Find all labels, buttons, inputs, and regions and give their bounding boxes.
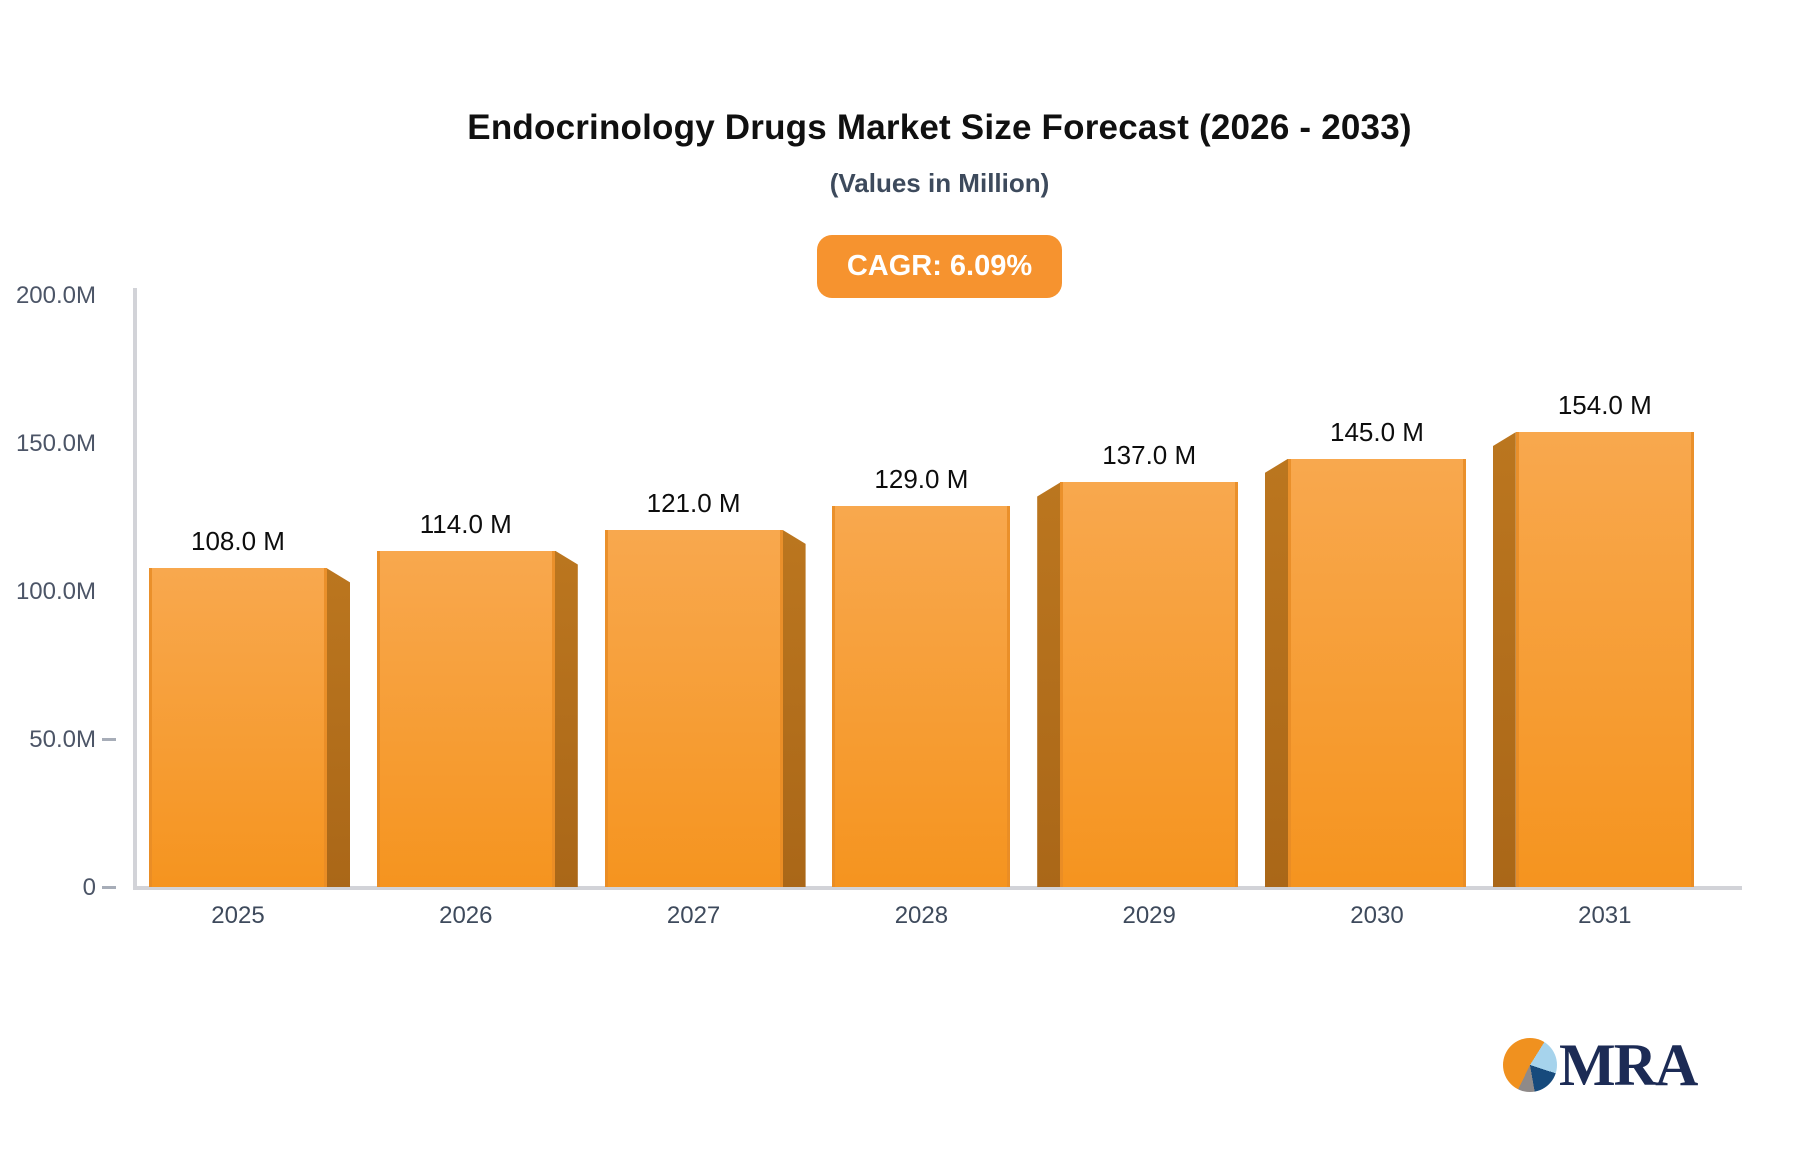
y-axis-tick: [102, 886, 116, 889]
bar-value-label: 121.0 M: [646, 487, 741, 518]
chart-subtitle: (Values in Million): [829, 168, 1050, 198]
x-axis-label: 2026: [439, 902, 493, 929]
bar-value-label: 114.0 M: [419, 508, 512, 539]
x-axis-label: 2031: [1578, 902, 1632, 929]
bar-3d-side: [1265, 458, 1288, 887]
bar-value-label: 154.0 M: [1557, 390, 1652, 421]
y-axis-line: [133, 288, 137, 888]
y-axis-label: 0: [82, 874, 96, 901]
bar-2030[interactable]: [1288, 458, 1466, 887]
x-axis-label: 2030: [1350, 902, 1404, 929]
bar-2025[interactable]: [149, 568, 327, 887]
bar-3d-side: [1492, 432, 1516, 887]
bar-value-label: 108.0 M: [191, 526, 285, 557]
x-axis-label: 2027: [666, 902, 721, 929]
bar-value-label: 137.0 M: [1102, 440, 1197, 471]
logo-text: MRA: [1559, 1032, 1698, 1098]
bar-2029[interactable]: [1060, 482, 1239, 887]
bar-2031[interactable]: [1515, 432, 1694, 887]
bar-3d-side: [1037, 482, 1061, 887]
bar-value-label: 129.0 M: [874, 464, 969, 495]
bar-3d-side: [327, 568, 350, 887]
cagr-badge: CAGR: 6.09%: [816, 235, 1063, 298]
y-axis-label: 50.0M: [29, 726, 96, 753]
y-axis-label: 200.0M: [15, 282, 96, 309]
y-axis-tick: [102, 738, 116, 741]
bar-value-label: 145.0 M: [1330, 416, 1424, 447]
bar-2027[interactable]: [604, 529, 783, 887]
mra-logo: MRA: [1503, 1032, 1698, 1098]
bar-2028[interactable]: [832, 506, 1011, 887]
x-axis-line: [133, 886, 1742, 890]
bar-3d-side: [554, 550, 578, 887]
bar-3d-side: [782, 529, 806, 887]
chart-header: Endocrinology Drugs Market Size Forecast…: [135, 0, 1744, 298]
chart-title: Endocrinology Drugs Market Size Forecast…: [467, 108, 1412, 147]
y-axis-label: 150.0M: [15, 430, 96, 457]
x-axis-label: 2029: [1122, 902, 1176, 929]
y-axis-label: 100.0M: [15, 578, 96, 605]
x-axis-label: 2025: [211, 902, 265, 929]
bar-2026[interactable]: [376, 550, 555, 887]
pie-chart-logo-icon: [1503, 1038, 1557, 1092]
x-axis-label: 2028: [894, 902, 949, 929]
